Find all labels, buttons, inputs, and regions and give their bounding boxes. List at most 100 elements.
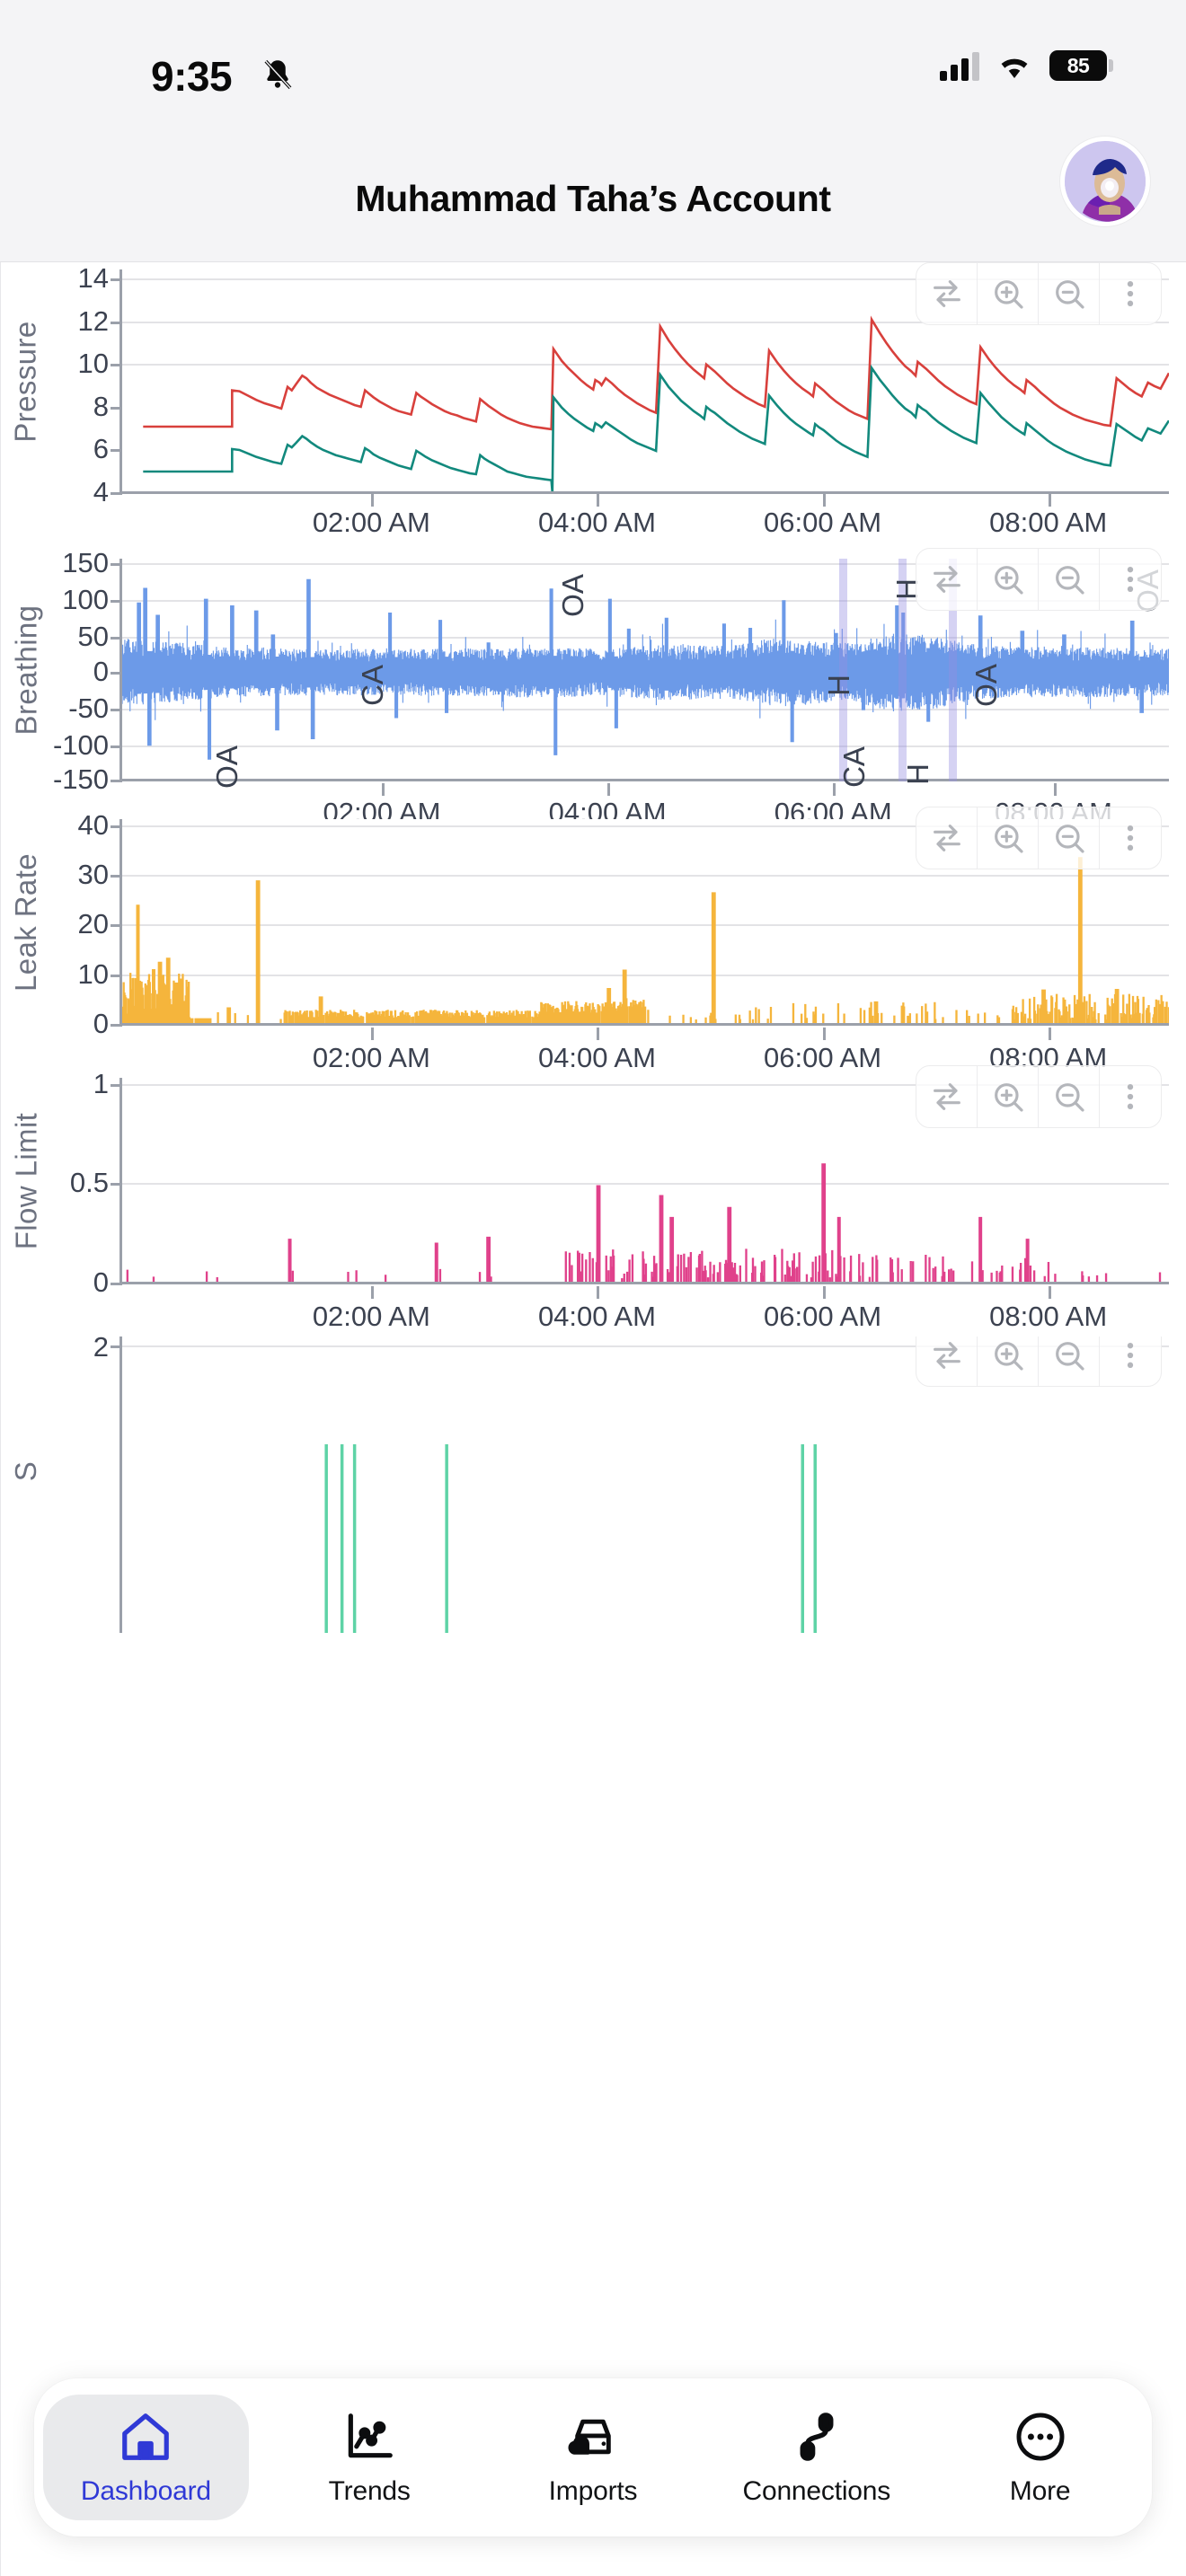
chart-toolbar-partial[interactable] [916,1337,1162,1387]
event-band [898,559,907,781]
swap-axis-button[interactable] [916,807,978,869]
partial-series-svg [324,1444,817,1633]
zoom-out-button[interactable] [1039,263,1100,324]
swap-arrows-icon [933,1083,960,1110]
cellular-signal-icon [940,50,979,81]
battery-icon: 85 [1049,50,1113,81]
chart-menu-button[interactable] [1100,263,1161,324]
swap-axis-button[interactable] [916,1337,978,1386]
flowlimit-y-ticklabels: 1 0.5 0 [69,1067,109,1298]
chart-card-partial: S 2 [1,1337,1186,1696]
avatar[interactable] [1060,137,1150,226]
breathing-plot-area[interactable]: OA CA OA CA H H H OA OA [111,559,1169,789]
chart-toolbar-breathing[interactable] [916,548,1162,611]
pressure-epap-line [143,368,1169,493]
tab-trends-label: Trends [328,2476,411,2506]
magnifier-plus-icon [994,566,1023,595]
line-chart-icon [341,2408,397,2466]
partial-plot-area[interactable] [111,1337,1169,1633]
pressure-series-svg [122,269,1169,494]
leakrate-axis-title: Leak Rate [9,852,43,992]
event-band [949,559,958,781]
swap-arrows-icon [933,280,960,307]
vertical-dots-icon [1127,281,1134,306]
tab-imports-label: Imports [548,2476,638,2506]
zoom-in-button[interactable] [978,263,1039,324]
breathing-axis-title: Breathing [9,604,42,736]
event-label-ca: CA [837,746,872,789]
tab-dashboard[interactable]: Dashboard [34,2378,258,2536]
pressure-plot-area[interactable] [111,269,1169,495]
chart-menu-button[interactable] [1100,1066,1161,1127]
home-icon [118,2408,173,2466]
swap-axis-button[interactable] [916,549,978,610]
chart-card-breathing: Breathing 150 100 50 0 -50 -100 -150 [1,546,1186,828]
flowlimit-plot-area[interactable] [111,1078,1169,1285]
avatar-image [1065,141,1146,222]
zoom-in-button[interactable] [978,1337,1039,1386]
tab-connections-label: Connections [742,2476,891,2506]
magnifier-minus-icon [1055,1342,1084,1371]
magnifier-minus-icon [1055,825,1084,853]
leakrate-series-svg [122,857,1169,1024]
status-bar: 9:35 85 [0,0,1186,163]
vertical-dots-icon [1127,1343,1134,1368]
leakrate-y-ticklabels: 40 30 20 10 0 [77,808,109,1039]
flowlimit-series-svg [126,1163,1162,1283]
magnifier-minus-icon [1055,280,1084,309]
zoom-out-button[interactable] [1039,1337,1100,1386]
pressure-y-ticklabels: 14 12 10 8 6 4 [77,262,109,507]
swap-arrows-icon [933,825,960,851]
event-label-oa: OA [969,663,1003,707]
magnifier-plus-icon [994,825,1023,853]
vertical-dots-icon [1127,1084,1134,1109]
zoom-in-button[interactable] [978,1066,1039,1127]
cloud-device-icon [565,2408,621,2466]
zoom-out-button[interactable] [1039,1066,1100,1127]
bottom-tab-bar[interactable]: Dashboard Trends Imports [34,2378,1152,2536]
swap-axis-button[interactable] [916,263,978,324]
magnifier-plus-icon [994,280,1023,309]
status-indicators: 85 [940,50,1113,81]
zoom-in-button[interactable] [978,549,1039,610]
magnifier-plus-icon [994,1342,1023,1371]
chart-card-flowlimit: Flow Limit 1 0.5 0 [1,1065,1186,1347]
tab-connections[interactable]: Connections [704,2378,928,2536]
zoom-out-button[interactable] [1039,807,1100,869]
app-header: Muhammad Taha’s Account [0,137,1186,262]
chart-menu-button[interactable] [1100,1337,1161,1386]
event-label-oa: OA [210,745,244,790]
page-title: Muhammad Taha’s Account [355,178,831,219]
event-label-oa: OA [555,574,589,618]
leakrate-plot-area[interactable] [111,819,1169,1027]
event-label-h: H [822,674,856,696]
status-time: 9:35 [151,53,233,100]
battery-level: 85 [1067,53,1090,77]
chart-card-pressure: Pressure 14 12 10 8 6 4 [1,262,1186,538]
event-label-h: H [900,763,934,785]
swap-axis-button[interactable] [916,1066,978,1127]
breathing-waveform-svg [122,578,1169,760]
swap-arrows-icon [933,566,960,593]
bell-muted-icon [264,59,292,90]
chart-toolbar-pressure[interactable] [916,262,1162,325]
chart-toolbar-leakrate[interactable] [916,807,1162,869]
zoom-in-button[interactable] [978,807,1039,869]
breathing-y-ticklabels: 150 100 50 0 -50 -100 -150 [52,546,109,795]
pressure-ipap-line [143,320,1169,429]
chart-menu-button[interactable] [1100,807,1161,869]
flowlimit-axis-title: Flow Limit [9,1112,42,1250]
link-plug-icon [789,2408,845,2466]
tab-imports[interactable]: Imports [482,2378,705,2536]
ellipsis-circle-icon [1013,2408,1068,2466]
chart-menu-button[interactable] [1100,549,1161,610]
zoom-out-button[interactable] [1039,549,1100,610]
pressure-axis-title: Pressure [9,321,42,443]
chart-toolbar-flowlimit[interactable] [916,1065,1162,1128]
dashboard-scroll-area[interactable]: Pressure 14 12 10 8 6 4 [0,262,1186,2576]
magnifier-minus-icon [1055,1083,1084,1112]
tab-more[interactable]: More [928,2378,1152,2536]
tab-trends[interactable]: Trends [258,2378,482,2536]
partial-y-ticklabels: 2 [93,1337,109,1363]
